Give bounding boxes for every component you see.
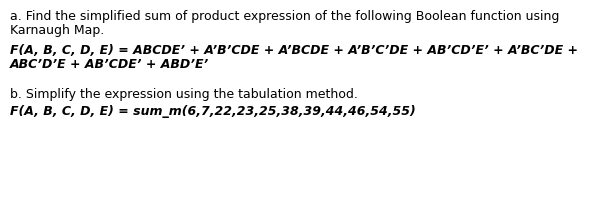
Text: a. Find the simplified sum of product expression of the following Boolean functi: a. Find the simplified sum of product ex… [10, 10, 559, 23]
Text: ABC’D’E + AB’CDE’ + ABD’E’: ABC’D’E + AB’CDE’ + ABD’E’ [10, 58, 209, 71]
Text: Karnaugh Map.: Karnaugh Map. [10, 24, 104, 37]
Text: F(A, B, C, D, E) = ABCDE’ + A’B’CDE + A’BCDE + A’B’C’DE + AB’CD’E’ + A’BC’DE +: F(A, B, C, D, E) = ABCDE’ + A’B’CDE + A’… [10, 44, 578, 57]
Text: F(A, B, C, D, E) = sum_m(6,7,22,23,25,38,39,44,46,54,55): F(A, B, C, D, E) = sum_m(6,7,22,23,25,38… [10, 105, 416, 118]
Text: b. Simplify the expression using the tabulation method.: b. Simplify the expression using the tab… [10, 88, 358, 101]
